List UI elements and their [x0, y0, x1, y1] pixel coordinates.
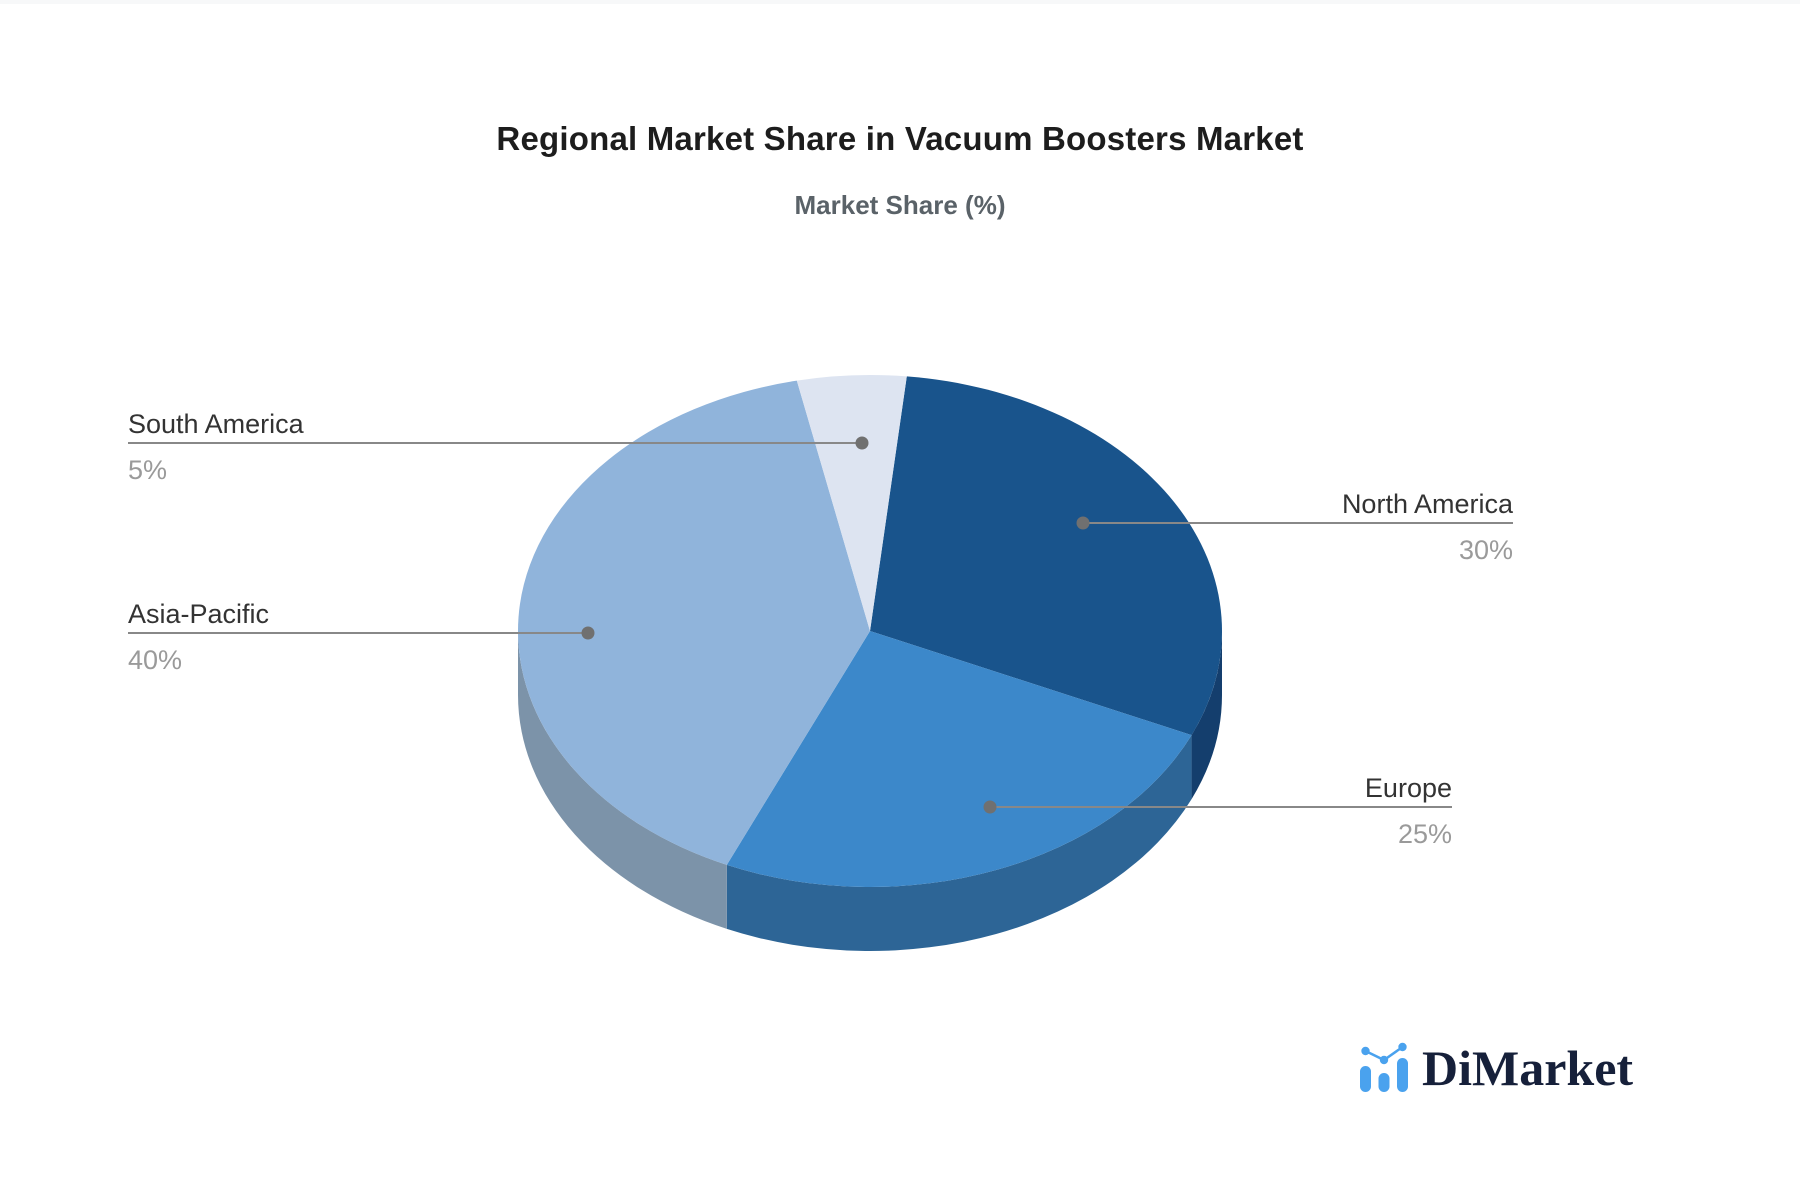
pie-label-asia-pacific: Asia-Pacific 40%	[128, 597, 269, 677]
connector-dot-north-america	[1076, 516, 1090, 530]
pie-slice-side-asia-pacific	[518, 631, 727, 929]
pie-label-europe: Europe 25%	[1365, 771, 1452, 851]
slice-label: South America	[128, 409, 304, 439]
connector-dot-asia-pacific	[581, 626, 595, 640]
slice-value: 5%	[128, 455, 168, 485]
pie-label-north-america: North America 30%	[1342, 487, 1513, 567]
slice-value: 25%	[1397, 819, 1452, 849]
connector-dot-europe	[983, 800, 997, 814]
connector-dot-south-america	[855, 436, 869, 450]
chart-subtitle: Market Share (%)	[794, 190, 1006, 220]
pie-slice-europe[interactable]	[726, 631, 1192, 887]
pie-slice-side-europe	[726, 735, 1192, 951]
logo-text: DiMarket	[1422, 1040, 1634, 1096]
pie-slice-side-north-america	[1191, 631, 1222, 800]
pie-slice-north-america[interactable]	[870, 376, 1222, 736]
slice-label: Europe	[1364, 773, 1452, 803]
slice-value: 30%	[1458, 535, 1513, 565]
slice-label: Asia-Pacific	[128, 599, 270, 629]
page-top-edge	[0, 0, 1800, 4]
slice-value: 40%	[128, 645, 183, 675]
pie-label-south-america: South America 5%	[128, 407, 304, 487]
pie-slice-south-america[interactable]	[796, 375, 907, 631]
pie-slice-asia-pacific[interactable]	[517, 380, 870, 865]
chart-title: Regional Market Share in Vacuum Boosters…	[496, 120, 1304, 157]
dimarket-logo: DiMarket	[1358, 1038, 1633, 1098]
bar-line-chart-icon	[1360, 1042, 1408, 1092]
slice-label: North America	[1341, 489, 1513, 519]
